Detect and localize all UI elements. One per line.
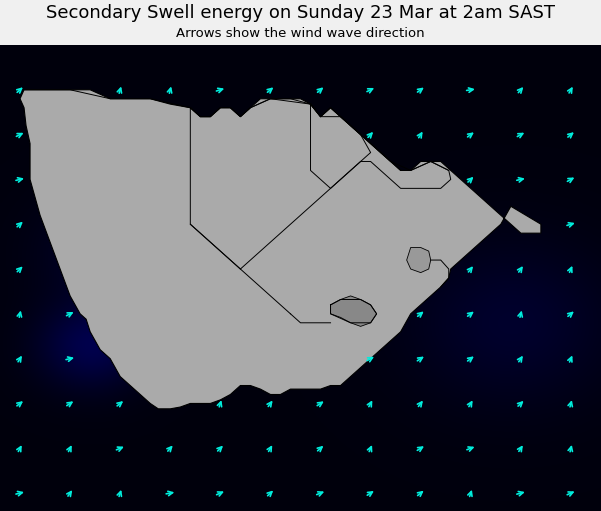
Polygon shape: [331, 296, 377, 327]
Polygon shape: [20, 90, 541, 409]
Text: Secondary Swell energy on Sunday 23 Mar at 2am SAST: Secondary Swell energy on Sunday 23 Mar …: [46, 5, 555, 22]
Text: Arrows show the wind wave direction: Arrows show the wind wave direction: [176, 27, 425, 40]
Polygon shape: [407, 247, 431, 272]
